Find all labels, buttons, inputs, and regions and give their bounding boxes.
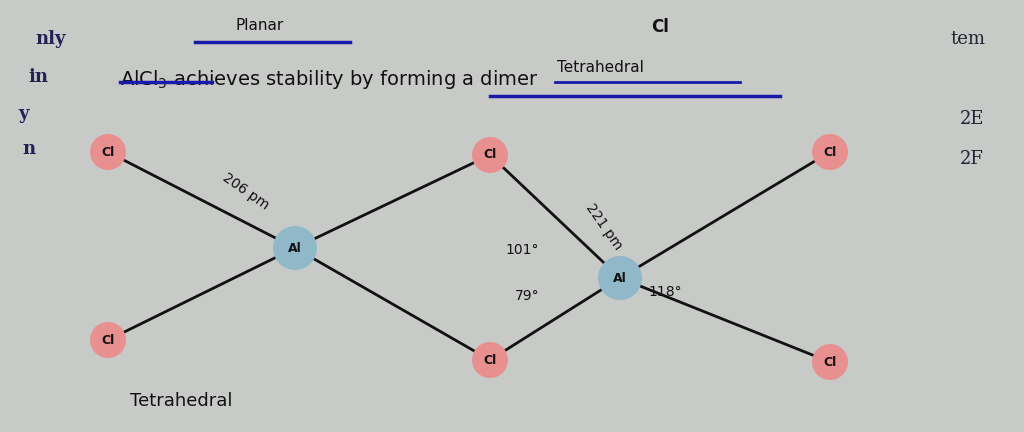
Text: Cl: Cl: [823, 146, 837, 159]
Text: Cl: Cl: [483, 353, 497, 366]
Text: tem: tem: [950, 30, 985, 48]
Circle shape: [90, 322, 126, 358]
Text: n: n: [22, 140, 35, 158]
Text: Tetrahedral: Tetrahedral: [557, 60, 643, 75]
Text: 101°: 101°: [505, 243, 539, 257]
Circle shape: [90, 134, 126, 170]
Text: Cl: Cl: [101, 146, 115, 159]
Text: Cl: Cl: [101, 334, 115, 346]
Circle shape: [598, 256, 642, 300]
Text: nly: nly: [35, 30, 66, 48]
Text: 118°: 118°: [648, 285, 682, 299]
Text: in: in: [28, 68, 48, 86]
Text: Cl: Cl: [651, 18, 669, 36]
Text: AlCl$_3$ achieves stability by forming a dimer: AlCl$_3$ achieves stability by forming a…: [120, 68, 539, 91]
Text: 2F: 2F: [961, 150, 984, 168]
Circle shape: [472, 342, 508, 378]
Circle shape: [472, 137, 508, 173]
Circle shape: [812, 344, 848, 380]
Text: 79°: 79°: [515, 289, 540, 303]
Text: Cl: Cl: [483, 149, 497, 162]
Circle shape: [273, 226, 317, 270]
Text: 2E: 2E: [961, 110, 984, 128]
Text: y: y: [18, 105, 29, 123]
Circle shape: [812, 134, 848, 170]
Text: Al: Al: [613, 271, 627, 285]
Text: Cl: Cl: [823, 356, 837, 368]
Text: 206 pm: 206 pm: [219, 171, 271, 213]
Text: Planar: Planar: [236, 18, 284, 33]
Text: Al: Al: [288, 241, 302, 254]
Text: 221 pm: 221 pm: [583, 201, 625, 252]
Text: Tetrahedral: Tetrahedral: [130, 392, 232, 410]
